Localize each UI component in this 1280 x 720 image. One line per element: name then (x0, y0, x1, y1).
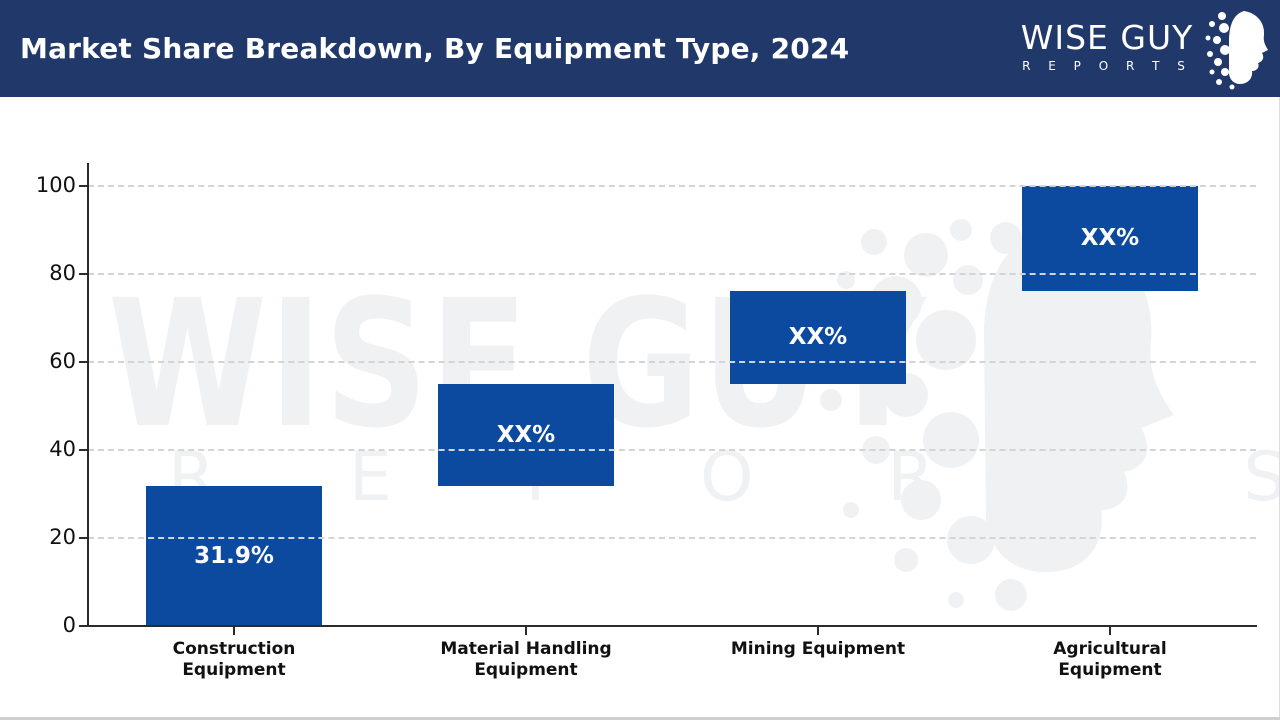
gridline (88, 185, 1256, 187)
bottom-border (0, 717, 1280, 720)
gridline (88, 361, 1256, 363)
bar: 31.9% (146, 485, 322, 626)
category-label-line: Equipment (1058, 660, 1162, 681)
gridline (88, 449, 1256, 451)
gridline (88, 537, 1256, 539)
y-tick-label: 60 (49, 349, 76, 373)
y-tick-mark (79, 449, 87, 451)
y-tick-mark (79, 361, 87, 363)
bar-value-label: XX% (496, 421, 556, 448)
bar: XX% (438, 384, 614, 486)
category-label-line: Mining Equipment (730, 639, 906, 659)
x-tick-mark (817, 627, 819, 635)
category-label: Material Handling Equipment (386, 639, 666, 682)
x-axis-line (87, 625, 1257, 627)
category-label-line: Material Handling (440, 639, 612, 659)
category-label: Agricultural Equipment (970, 639, 1250, 682)
bar-value-label: 31.9% (194, 542, 274, 569)
x-tick-mark (525, 627, 527, 635)
y-tick-label: 0 (62, 613, 76, 637)
y-tick-label: 80 (49, 261, 76, 285)
category-label-line: Construction (172, 639, 296, 659)
brand-logo: WISE GUY R E P O R T S (1016, 6, 1268, 92)
bar: XX% (730, 290, 906, 384)
category-label-line: Equipment (474, 660, 578, 681)
brand-face-icon (1205, 11, 1268, 90)
brand-subname: R E P O R T S (1022, 59, 1192, 73)
header-bar: Market Share Breakdown, By Equipment Typ… (0, 0, 1280, 97)
y-tick-mark (79, 537, 87, 539)
y-tick-mark (79, 185, 87, 187)
category-label: Mining Equipment (678, 639, 958, 660)
y-axis-line (87, 163, 89, 627)
gridline (88, 273, 1256, 275)
bar-value-label: XX% (788, 324, 848, 351)
bar: XX% (1022, 186, 1198, 291)
x-tick-mark (233, 627, 235, 635)
y-tick-mark (79, 273, 87, 275)
brand-logo-text: WISE GUY R E P O R T S (1016, 18, 1198, 73)
y-tick-label: 40 (49, 437, 76, 461)
category-label-line: Equipment (182, 660, 286, 681)
y-tick-label: 20 (49, 525, 76, 549)
bar-value-label: XX% (1080, 225, 1140, 252)
brand-name: WISE GUY (1020, 18, 1194, 57)
chart-title: Market Share Breakdown, By Equipment Typ… (20, 32, 850, 65)
x-tick-mark (1109, 627, 1111, 635)
y-tick-label: 100 (35, 173, 76, 197)
y-tick-mark (79, 625, 87, 627)
category-label: Construction Equipment (94, 639, 374, 682)
category-label-line: Agricultural (1053, 639, 1167, 659)
